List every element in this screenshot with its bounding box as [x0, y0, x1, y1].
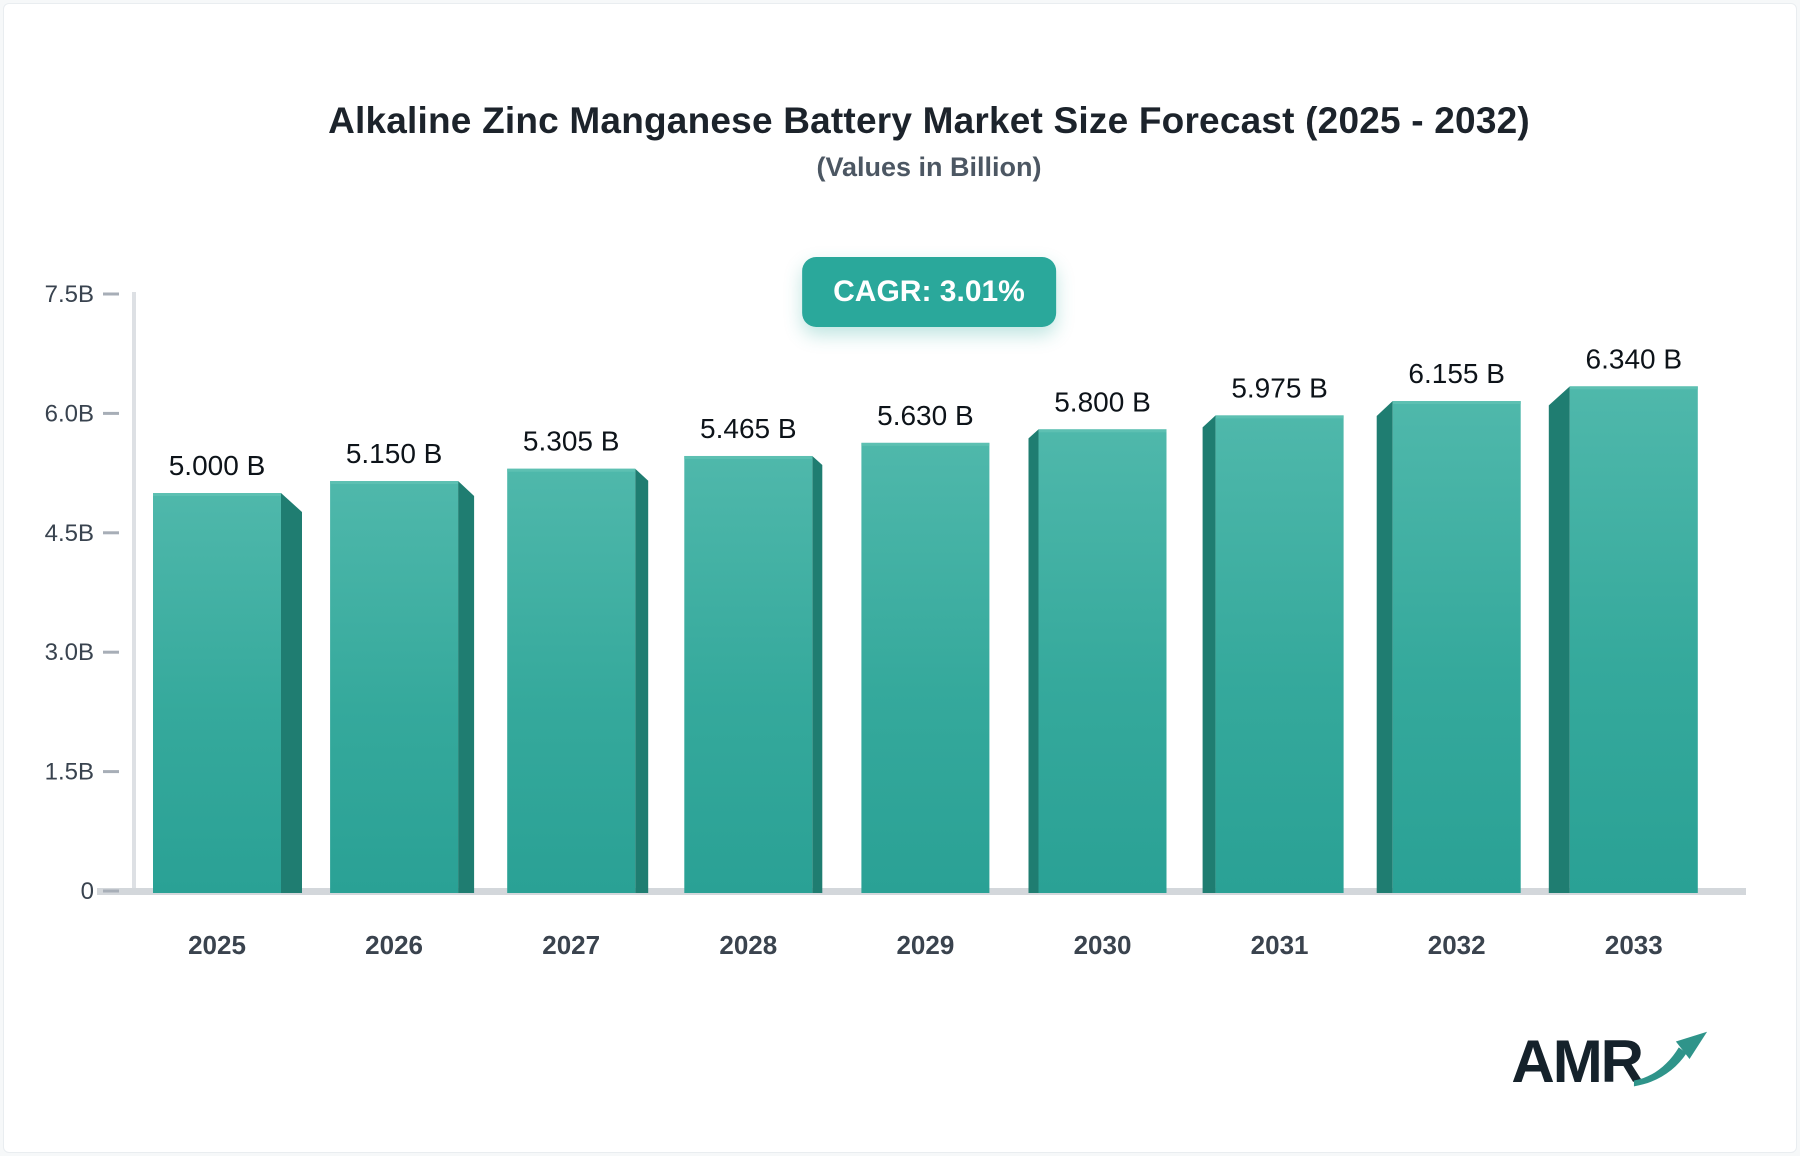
y-axis-tick-label: 3.0B — [45, 639, 94, 666]
bar-top-rim — [861, 442, 990, 446]
y-axis-tick-label: 4.5B — [45, 520, 94, 547]
growth-arrow-icon — [1633, 1031, 1708, 1087]
bar-value-label: 5.975 B — [1231, 372, 1328, 403]
bar-column-2033 — [1548, 386, 1698, 893]
bar-top-rim — [684, 455, 813, 459]
bar-value-label: 5.800 B — [1054, 386, 1151, 417]
x-axis-label: 2027 — [542, 930, 600, 960]
chart-subtitle: (Values in Billion) — [816, 152, 1042, 182]
bar-side-face — [812, 455, 823, 893]
bar-top-rim — [1038, 429, 1167, 433]
bar-side-face — [635, 468, 649, 893]
bar-column-2031 — [1202, 415, 1344, 893]
cagr-badge: CAGR: 3.01% — [802, 257, 1056, 327]
bar-main-face — [684, 455, 813, 893]
bar-column-2025 — [153, 493, 302, 893]
bar-column-2030 — [1028, 429, 1167, 893]
bar-main-face — [1392, 401, 1521, 893]
bar-side-face — [281, 493, 302, 893]
chart-card: Alkaline Zinc Manganese Battery Market S… — [3, 3, 1797, 1153]
bar-main-face — [330, 481, 459, 893]
value-labels-layer: 5.000 B 5.150 B 5.305 B 5.465 B 5.630 B 5.800… — [169, 343, 1682, 481]
bar-column-2027 — [507, 468, 649, 893]
x-axis-label: 2031 — [1251, 930, 1309, 960]
bar-column-2029 — [861, 442, 990, 893]
bar-chart-canvas: 7.5B 6.0B 4.5B 3.0B 1.5B 0 5.000 B 5.150 B 5.30… — [45, 281, 1746, 960]
bar-main-face — [861, 442, 990, 893]
bars-layer — [153, 386, 1698, 893]
bar-main-face — [1569, 386, 1698, 893]
x-axis-label: 2028 — [719, 930, 777, 960]
x-axis-label: 2033 — [1605, 930, 1663, 960]
amr-logo: AMR — [1511, 1032, 1710, 1092]
bar-value-label: 5.465 B — [700, 413, 797, 444]
bar-top-rim — [507, 468, 636, 472]
x-axis-label: 2026 — [365, 930, 423, 960]
bar-side-face — [1202, 415, 1216, 893]
bar-column-2026 — [330, 481, 475, 893]
bar-top-rim — [1569, 386, 1698, 390]
y-axis-tick-label: 6.0B — [45, 400, 94, 427]
bar-value-label: 6.155 B — [1408, 358, 1505, 389]
bar-top-rim — [1392, 401, 1521, 405]
bar-top-rim — [153, 493, 281, 496]
bar-value-label: 5.150 B — [346, 438, 443, 469]
chart-title: Alkaline Zinc Manganese Battery Market S… — [328, 100, 1530, 141]
bar-main-face — [507, 468, 636, 893]
bar-top-rim — [330, 481, 459, 485]
x-axis-label: 2032 — [1428, 930, 1486, 960]
bar-column-2028 — [684, 455, 823, 893]
bar-top-rim — [1215, 415, 1344, 419]
bar-value-label: 5.630 B — [877, 400, 974, 431]
bar-side-face — [1376, 401, 1393, 893]
x-axis-label: 2025 — [188, 930, 246, 960]
bar-value-label: 5.000 B — [169, 450, 266, 481]
y-axis-tick-label: 7.5B — [45, 281, 94, 308]
amr-logo-text: AMR — [1511, 1028, 1644, 1095]
y-axis-tick-label: 1.5B — [45, 759, 94, 786]
y-axis-tick-label: 0 — [81, 878, 94, 905]
bar-side-face — [1548, 386, 1570, 893]
bar-main-face — [153, 493, 281, 893]
bar-value-label: 5.305 B — [523, 426, 620, 457]
x-axis-label: 2029 — [896, 930, 954, 960]
bar-column-2032 — [1376, 401, 1521, 893]
bar-main-face — [1215, 415, 1344, 893]
x-axis-label: 2030 — [1074, 930, 1132, 960]
bar-value-label: 6.340 B — [1586, 343, 1683, 374]
x-labels-layer: 2025 2026 2027 2028 2029 2030 2031 2032 2033 — [188, 930, 1663, 960]
bar-main-face — [1038, 429, 1167, 893]
bar-side-face — [458, 481, 475, 893]
bar-side-face — [1028, 429, 1039, 893]
